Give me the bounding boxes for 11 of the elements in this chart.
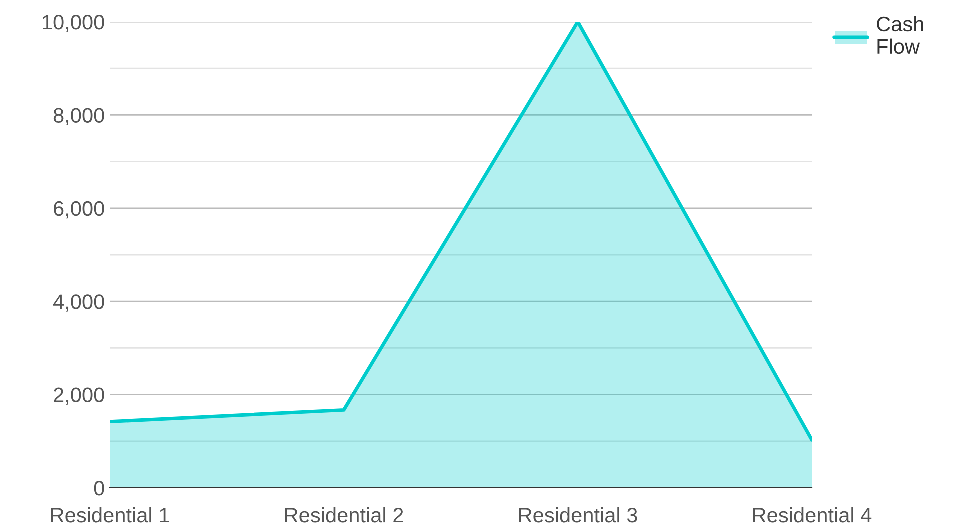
x-tick-label: Residential 1 (51, 507, 170, 523)
x-tick-label: Residential 4 (753, 507, 872, 523)
y-tick-label: 10,000 (43, 15, 104, 32)
y-tick-label: 8,000 (54, 108, 104, 126)
legend-label: Cash Flow (877, 16, 924, 54)
y-tick-label: 4,000 (53, 294, 104, 312)
y-tick-label: 0 (94, 481, 104, 496)
x-tick-label: Residential 3 (519, 507, 638, 523)
y-tick-label: 6,000 (54, 201, 104, 219)
x-tick-label: Residential 2 (285, 507, 404, 523)
y-tick-label: 2,000 (54, 388, 104, 406)
